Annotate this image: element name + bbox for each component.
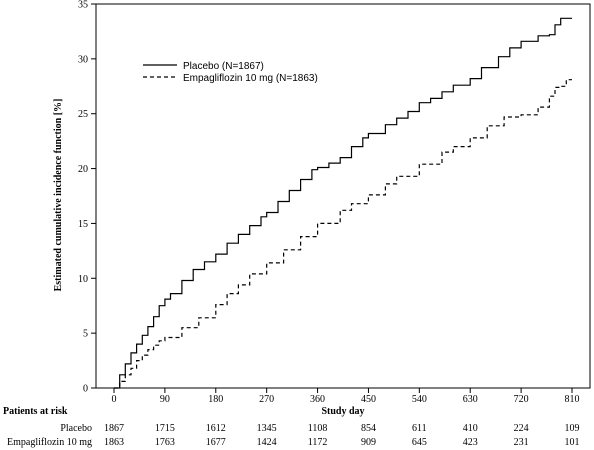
risk-value-placebo-360: 1108 [308,423,328,434]
legend-label-empagliflozin: Empagliflozin 10 mg (N=1863) [183,73,318,84]
risk-value-empagliflozin-450: 909 [361,437,376,448]
risk-table: Patients at risk Placebo Empagliflozin 1… [3,406,580,448]
risk-value-placebo-0: 1867 [104,423,124,434]
x-tick-label-810: 810 [565,394,580,405]
y-tick-label-30: 30 [78,54,88,65]
y-axis-title: Estimated cumulative incidence function … [53,99,64,292]
risk-row-label-placebo: Placebo [60,423,92,434]
risk-value-placebo-180: 1612 [206,423,226,434]
x-tick-label-0: 0 [112,394,117,405]
legend: Placebo (N=1867) Empagliflozin 10 mg (N=… [143,61,318,84]
x-tick-label-540: 540 [412,394,427,405]
risk-value-empagliflozin-0: 1863 [104,437,124,448]
risk-value-empagliflozin-270: 1424 [257,437,277,448]
risk-value-empagliflozin-720: 231 [514,437,529,448]
plot-area: 0 5 10 15 20 25 30 35 0 90 180 270 360 450 540 630 720 8… [78,0,591,405]
risk-values: 1867 1715 1612 1345 1108 854 611 410 224 109 1863 1… [104,423,580,448]
risk-value-empagliflozin-180: 1677 [206,437,226,448]
x-tick-label-630: 630 [463,394,478,405]
risk-value-empagliflozin-630: 423 [463,437,478,448]
legend-label-placebo: Placebo (N=1867) [183,61,264,72]
x-axis-title: Study day [321,406,364,417]
y-tick-label-25: 25 [78,109,88,120]
risk-value-placebo-630: 410 [463,423,478,434]
series-layer [114,17,572,389]
plot-frame [95,3,591,389]
x-axis: 0 90 180 270 360 450 540 630 720 810 [112,388,580,405]
risk-value-placebo-90: 1715 [155,423,175,434]
x-tick-label-270: 270 [259,394,274,405]
x-tick-label-90: 90 [160,394,170,405]
risk-value-empagliflozin-360: 1172 [308,437,328,448]
x-tick-label-360: 360 [310,394,325,405]
risk-row-label-empagliflozin: Empagliflozin 10 mg [7,437,92,448]
y-tick-label-35: 35 [78,0,88,11]
series-line-placebo [114,17,572,389]
risk-value-placebo-540: 611 [412,423,427,434]
y-axis: 0 5 10 15 20 25 30 35 [78,0,96,395]
x-tick-label-180: 180 [208,394,223,405]
x-tick-label-450: 450 [361,394,376,405]
y-tick-label-10: 10 [78,274,88,285]
risk-value-placebo-270: 1345 [257,423,277,434]
risk-table-title: Patients at risk [3,406,68,417]
x-tick-label-720: 720 [514,394,529,405]
risk-value-placebo-720: 224 [514,423,529,434]
risk-value-empagliflozin-810: 101 [565,437,580,448]
risk-value-empagliflozin-90: 1763 [155,437,175,448]
y-tick-label-20: 20 [78,164,88,175]
y-tick-label-15: 15 [78,219,88,230]
risk-value-placebo-450: 854 [361,423,376,434]
risk-value-empagliflozin-540: 645 [412,437,427,448]
series-line-empagliflozin [114,79,572,389]
risk-value-placebo-810: 109 [565,423,580,434]
y-tick-label-0: 0 [83,384,88,395]
y-tick-label-5: 5 [83,329,88,340]
